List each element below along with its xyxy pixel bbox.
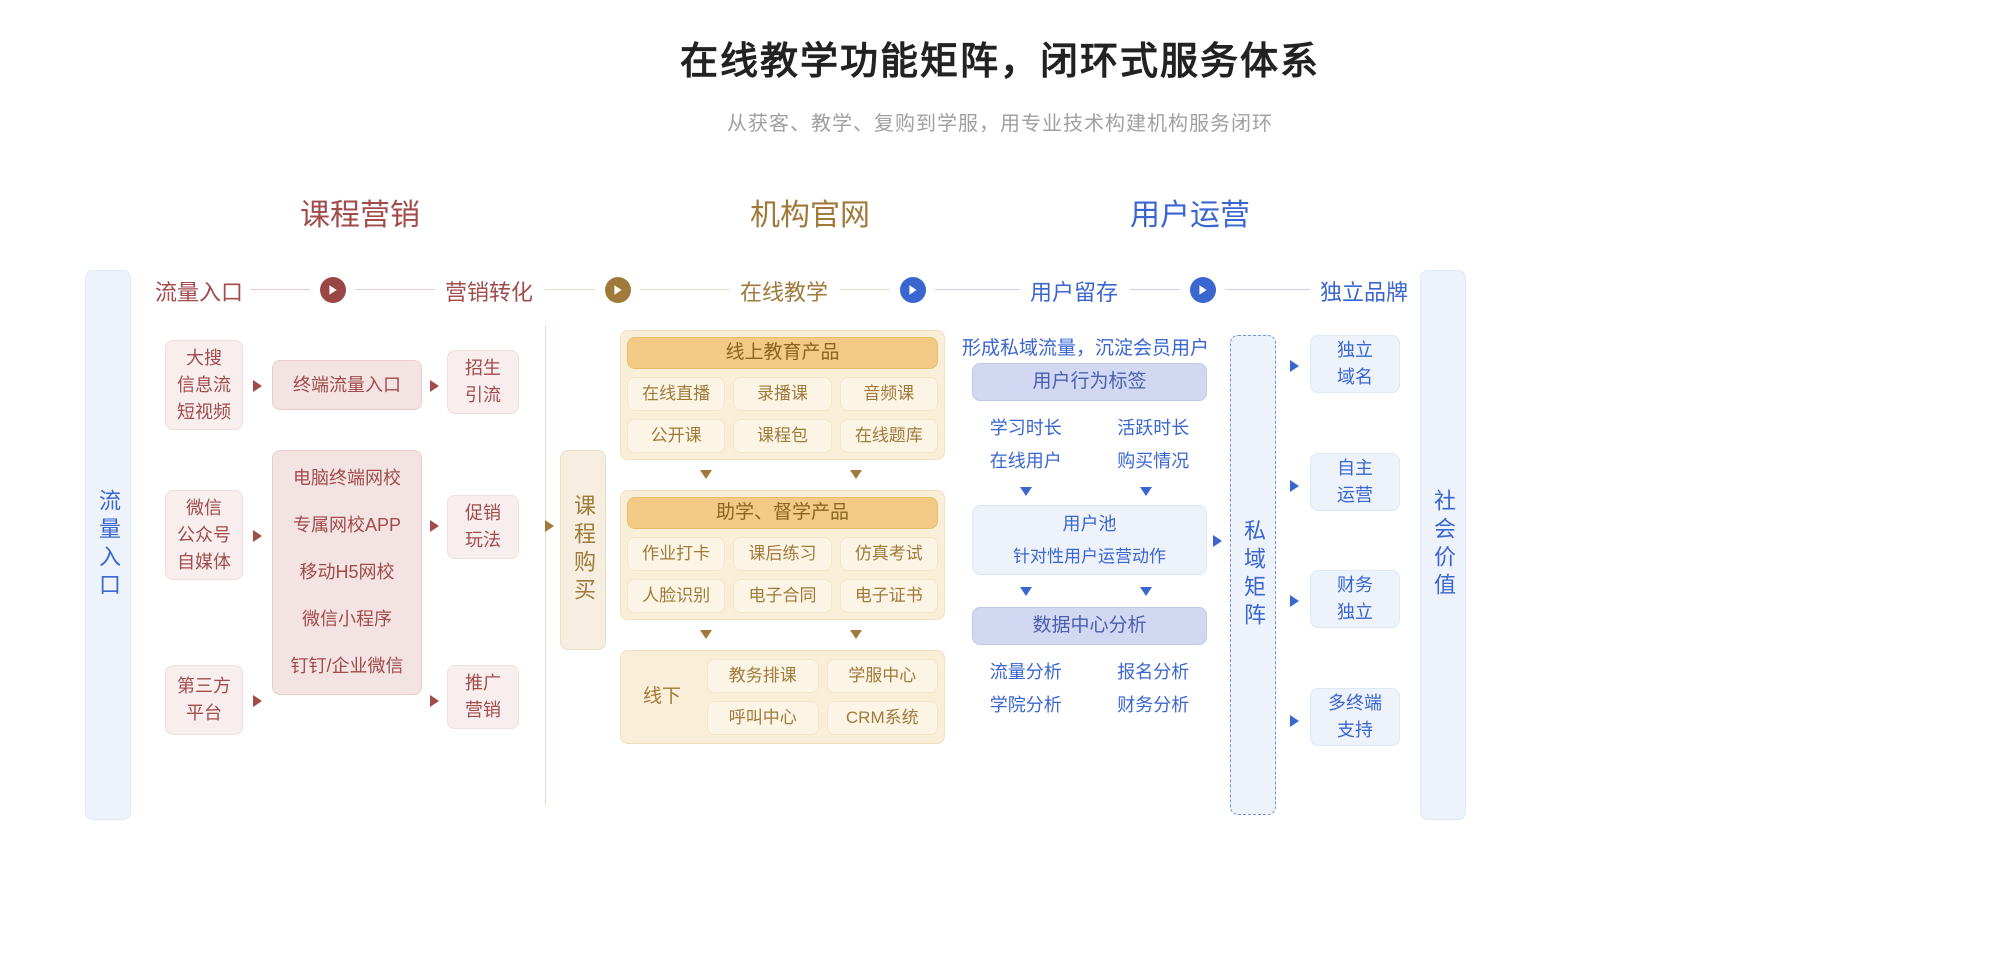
product-item: 教务排课 [707, 659, 819, 693]
arrow-icon [700, 630, 712, 639]
node-source-wechat: 微信 公众号 自媒体 [165, 490, 243, 580]
product-item: 在线直播 [627, 377, 725, 411]
arrow-icon [1020, 487, 1032, 496]
label: 钉钉/企业微信 [290, 653, 403, 680]
note-private-domain: 形成私域流量，沉淀会员用户 [962, 333, 1209, 360]
node-user-pool: 用户池 针对性用户运营动作 [972, 505, 1207, 575]
brand-multi: 多终端 支持 [1310, 688, 1400, 746]
arrow-icon [253, 380, 262, 392]
label: 针对性用户运营动作 [1013, 544, 1166, 570]
brand-finance: 财务 独立 [1310, 570, 1400, 628]
diagram-content: 大搜 信息流 短视频 微信 公众号 自媒体 第三方 平台 终端流量入口 电脑终端… [150, 325, 1910, 934]
stage-teaching: 在线教学 [740, 275, 828, 307]
arrow-icon [1290, 715, 1299, 727]
node-promotion: 促销 玩法 [447, 495, 519, 559]
node-terminal-entry: 终端流量入口 [272, 360, 422, 410]
product-item: 人脸识别 [627, 579, 725, 613]
label: 报名分析 [1110, 659, 1198, 686]
node-source-thirdparty: 第三方 平台 [165, 665, 243, 735]
stage-traffic: 流量入口 [155, 275, 243, 307]
brand-self-op: 自主 运营 [1310, 453, 1400, 511]
label: 财务分析 [1110, 692, 1198, 719]
product-item: 电子合同 [733, 579, 831, 613]
separator [545, 325, 546, 805]
arrow-icon [545, 520, 554, 532]
product-item: 课后练习 [733, 537, 831, 571]
product-item: 电子证书 [840, 579, 938, 613]
node-marketing: 推广 营销 [447, 665, 519, 729]
group-offline: 线下 教务排课 学服中心 呼叫中心 CRM系统 [620, 650, 945, 744]
header-study-products: 助学、督学产品 [627, 497, 938, 529]
brand-domain: 独立 域名 [1310, 335, 1400, 393]
arrow-icon [1140, 487, 1152, 496]
stage-retention: 用户留存 [1030, 275, 1118, 307]
arrow-icon [253, 530, 262, 542]
section-header-operation: 用户运营 [1130, 190, 1250, 234]
label: 活跃时长 [1110, 415, 1198, 442]
product-item: 呼叫中心 [707, 701, 819, 735]
label: 流量分析 [982, 659, 1070, 686]
label: 学院分析 [982, 692, 1070, 719]
product-item: 作业打卡 [627, 537, 725, 571]
label: 购买情况 [1110, 448, 1198, 475]
product-item: 课程包 [733, 419, 831, 453]
label: 学习时长 [982, 415, 1070, 442]
arrow-icon [320, 277, 346, 303]
product-item: 仿真考试 [840, 537, 938, 571]
product-item: 音频课 [840, 377, 938, 411]
product-item: 在线题库 [840, 419, 938, 453]
stage-brand: 独立品牌 [1320, 275, 1408, 307]
grid-analysis: 流量分析 报名分析 学院分析 财务分析 [962, 649, 1217, 725]
arrow-icon [605, 277, 631, 303]
node-recruit: 招生 引流 [447, 350, 519, 414]
product-item: 学服中心 [827, 659, 939, 693]
section-header-website: 机构官网 [750, 190, 870, 234]
section-header-marketing: 课程营销 [300, 190, 420, 234]
label: 专属网校APP [293, 512, 401, 539]
arrow-icon [430, 520, 439, 532]
arrow-icon [253, 695, 262, 707]
arrow-icon [1213, 535, 1222, 547]
arrow-icon [850, 470, 862, 479]
label: 用户池 [1063, 511, 1117, 538]
product-item: CRM系统 [827, 701, 939, 735]
label: 电脑终端网校 [293, 465, 401, 492]
product-item: 录播课 [733, 377, 831, 411]
arrow-icon [1140, 587, 1152, 596]
page-subtitle: 从获客、教学、复购到学服，用专业技术构建机构服务闭环 [0, 107, 2000, 136]
header-data-center: 数据中心分析 [972, 607, 1207, 645]
stage-row: 流量入口 营销转化 在线教学 用户留存 独立品牌 [150, 275, 1910, 305]
arrow-icon [1290, 360, 1299, 372]
label: 微信小程序 [302, 606, 392, 633]
arrow-icon [430, 695, 439, 707]
header-offline: 线下 [627, 683, 697, 712]
arrow-icon [900, 277, 926, 303]
label: 移动H5网校 [299, 559, 394, 586]
group-online-products: 线上教育产品 在线直播 录播课 音频课 公开课 课程包 在线题库 [620, 330, 945, 460]
header-online-products: 线上教育产品 [627, 337, 938, 369]
grid-behavior: 学习时长 活跃时长 在线用户 购买情况 [962, 405, 1217, 481]
arrow-icon [1020, 587, 1032, 596]
arrow-icon [1190, 277, 1216, 303]
node-source-search: 大搜 信息流 短视频 [165, 340, 243, 430]
pillar-traffic: 流量入口 [85, 270, 131, 820]
arrow-icon [430, 380, 439, 392]
stage-conversion: 营销转化 [445, 275, 533, 307]
product-item: 公开课 [627, 419, 725, 453]
header-behavior-tags: 用户行为标签 [972, 363, 1207, 401]
node-terminal-list: 电脑终端网校 专属网校APP 移动H5网校 微信小程序 钉钉/企业微信 [272, 450, 422, 695]
page-title: 在线教学功能矩阵，闭环式服务体系 [0, 0, 2000, 85]
group-study-products: 助学、督学产品 作业打卡 课后练习 仿真考试 人脸识别 电子合同 电子证书 [620, 490, 945, 620]
arrow-icon [700, 470, 712, 479]
arrow-icon [1290, 480, 1299, 492]
label: 在线用户 [982, 448, 1070, 475]
arrow-icon [850, 630, 862, 639]
arrow-icon [1290, 595, 1299, 607]
